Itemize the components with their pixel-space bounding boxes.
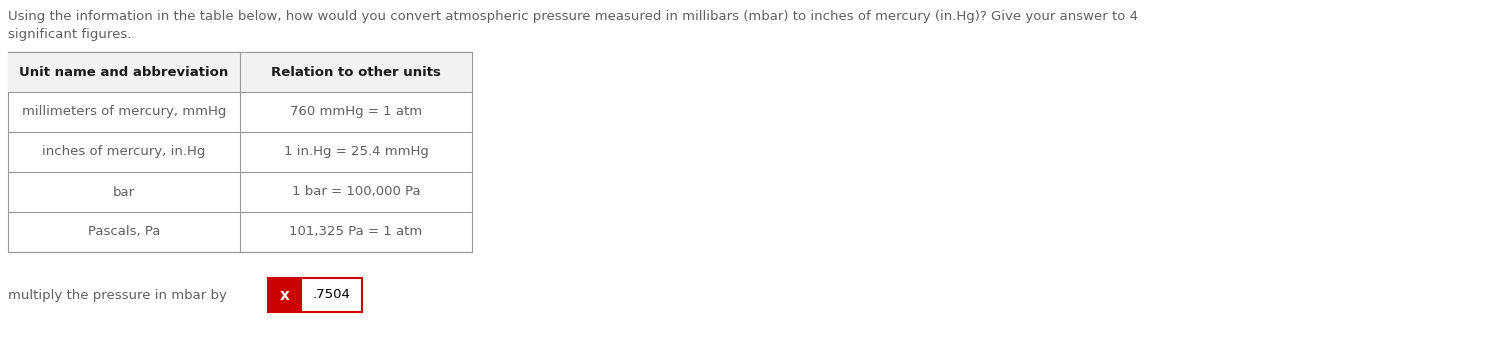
Text: Relation to other units: Relation to other units bbox=[271, 66, 441, 78]
Bar bbox=[268, 278, 303, 312]
Text: x: x bbox=[280, 287, 290, 303]
Text: significant figures.: significant figures. bbox=[8, 28, 131, 41]
Bar bbox=[8, 52, 473, 252]
Text: .7504: .7504 bbox=[313, 289, 351, 301]
Text: Pascals, Pa: Pascals, Pa bbox=[87, 226, 160, 238]
Text: Using the information in the table below, how would you convert atmospheric pres: Using the information in the table below… bbox=[8, 10, 1138, 23]
Text: multiply the pressure in mbar by: multiply the pressure in mbar by bbox=[8, 289, 227, 301]
Bar bbox=[268, 278, 363, 312]
Text: 101,325 Pa = 1 atm: 101,325 Pa = 1 atm bbox=[289, 226, 423, 238]
Bar bbox=[303, 278, 363, 312]
Text: 760 mmHg = 1 atm: 760 mmHg = 1 atm bbox=[290, 106, 421, 118]
Text: 1 bar = 100,000 Pa: 1 bar = 100,000 Pa bbox=[292, 185, 420, 198]
Text: 1 in.Hg = 25.4 mmHg: 1 in.Hg = 25.4 mmHg bbox=[283, 145, 429, 159]
Text: Unit name and abbreviation: Unit name and abbreviation bbox=[20, 66, 229, 78]
Text: inches of mercury, in.Hg: inches of mercury, in.Hg bbox=[42, 145, 206, 159]
Bar bbox=[8, 52, 473, 92]
Text: bar: bar bbox=[113, 185, 135, 198]
Text: millimeters of mercury, mmHg: millimeters of mercury, mmHg bbox=[21, 106, 226, 118]
